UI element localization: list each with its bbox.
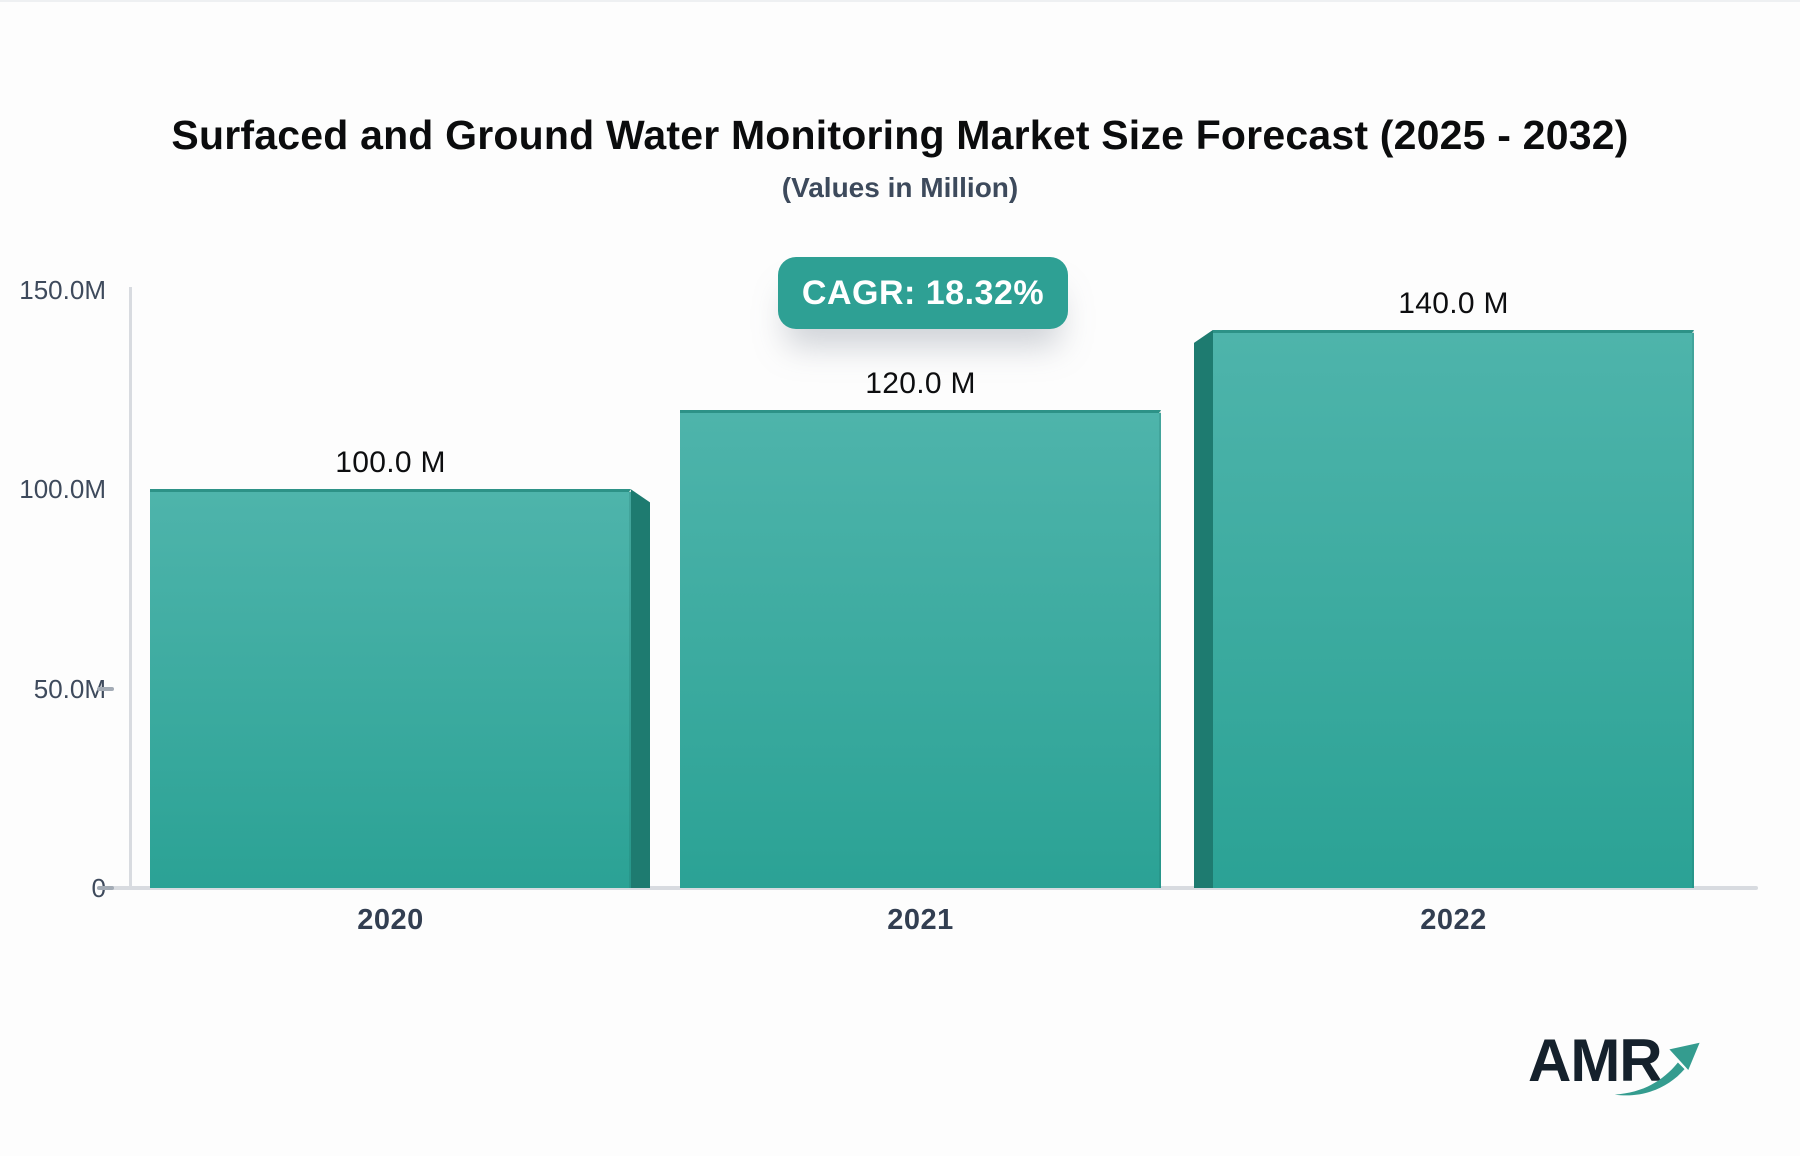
bar-3d-side <box>631 489 650 888</box>
brand-logo: AMR <box>1528 1030 1728 1120</box>
x-axis-category-label: 2021 <box>887 904 954 936</box>
y-axis-tick-label: 0 <box>0 872 106 904</box>
x-axis-category-label: 2020 <box>357 904 424 936</box>
chart-subtitle: (Values in Million) <box>781 172 1019 203</box>
bar-2020 <box>150 489 631 888</box>
y-axis-tick-label: 100.0M <box>19 474 106 505</box>
bar-2021 <box>680 409 1161 888</box>
brand-logo-text: AMR <box>1528 1027 1663 1094</box>
bar-value-label: 100.0 M <box>335 446 446 480</box>
x-axis-category-label: 2022 <box>1420 904 1487 936</box>
bar-value-label: 140.0 M <box>1398 286 1509 320</box>
bar-3d-side <box>1194 329 1213 888</box>
y-axis-tick-label: 150.0M <box>19 275 106 305</box>
y-axis-tick-mark <box>97 686 114 691</box>
y-axis-tick-mark <box>97 886 114 890</box>
bar-value-label: 120.0 M <box>865 366 976 400</box>
x-axis-baseline <box>106 886 1758 890</box>
bar-2022 <box>1213 329 1694 888</box>
y-axis-line <box>129 287 132 888</box>
cagr-badge: CAGR: 18.32% <box>778 257 1068 329</box>
growth-arrow-icon <box>1614 1042 1700 1096</box>
chart-title: Surfaced and Ground Water Monitoring Mar… <box>171 112 1629 158</box>
y-axis-tick-label: 50.0M <box>33 673 106 704</box>
